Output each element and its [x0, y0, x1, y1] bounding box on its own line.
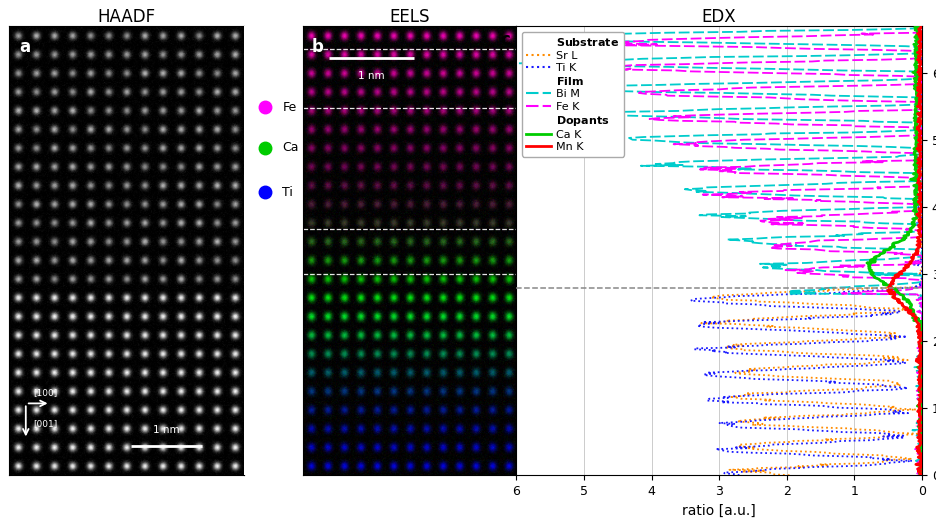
Title: HAADF: HAADF: [97, 8, 155, 26]
Ca K: [916, 472, 928, 478]
Ti K: [914, 256, 926, 262]
Bi M: [870, 205, 881, 211]
X-axis label: ratio [a.u.]: ratio [a.u.]: [682, 504, 756, 517]
Ti K: [916, 34, 928, 40]
Mn K: [916, 104, 928, 110]
Text: [001]: [001]: [33, 419, 57, 428]
Fe K: [916, 205, 928, 211]
Line: Sr L: Sr L: [701, 26, 922, 475]
Mn K: [916, 205, 928, 211]
Ti K: [916, 259, 928, 265]
Ti K: [914, 104, 926, 110]
Line: Ti K: Ti K: [691, 26, 922, 475]
Text: substrate: substrate: [526, 353, 536, 400]
Bi M: [786, 104, 797, 110]
Fe K: [916, 472, 928, 478]
Title: EDX: EDX: [702, 8, 737, 26]
Bi M: [879, 256, 890, 262]
Ca K: [870, 259, 881, 265]
Line: Mn K: Mn K: [887, 26, 922, 475]
Text: b: b: [312, 37, 323, 55]
Text: Ti: Ti: [283, 186, 293, 199]
Mn K: [914, 229, 925, 235]
Text: 1 nm: 1 nm: [154, 425, 180, 435]
Legend: $\bf{Substrate}$, Sr L, Ti K, $\bf{Film}$, Bi M, Fe K, $\bf{Dopants}$, Ca K, Mn : $\bf{Substrate}$, Sr L, Ti K, $\bf{Film}…: [522, 32, 624, 157]
Ca K: [914, 23, 925, 30]
Text: 5: 5: [520, 120, 528, 130]
Text: 6: 6: [520, 44, 528, 54]
Text: c: c: [500, 31, 510, 49]
Bi M: [916, 472, 928, 478]
Sr L: [783, 472, 795, 478]
Ti K: [916, 23, 928, 30]
Bi M: [815, 259, 826, 265]
Fe K: [916, 256, 928, 262]
Line: Ca K: Ca K: [867, 26, 922, 475]
Ca K: [909, 34, 920, 40]
Text: [100]: [100]: [33, 388, 57, 397]
Sr L: [916, 34, 928, 40]
Text: thin film: thin film: [526, 132, 536, 172]
Ca K: [901, 229, 913, 235]
Text: 1 nm: 1 nm: [358, 71, 385, 81]
Fe K: [916, 229, 928, 235]
Fe K: [916, 23, 928, 30]
Ti K: [916, 229, 928, 235]
Bi M: [893, 229, 904, 235]
Text: 3: 3: [520, 268, 528, 278]
Sr L: [916, 104, 928, 110]
Bi M: [916, 23, 928, 30]
Ti K: [734, 472, 745, 478]
Sr L: [915, 256, 927, 262]
Text: a: a: [19, 37, 30, 55]
Line: Fe K: Fe K: [610, 26, 922, 475]
Fe K: [899, 259, 911, 265]
Mn K: [907, 256, 918, 262]
Sr L: [916, 259, 928, 265]
Ca K: [910, 205, 921, 211]
Sr L: [916, 229, 928, 235]
Bi M: [522, 34, 534, 40]
Ca K: [867, 256, 878, 262]
Sr L: [916, 23, 928, 30]
Ca K: [911, 104, 922, 110]
Sr L: [916, 205, 928, 211]
Ti K: [916, 205, 928, 211]
Line: Bi M: Bi M: [519, 26, 922, 475]
Text: Ca: Ca: [283, 141, 299, 154]
Text: Fe: Fe: [283, 101, 297, 114]
Mn K: [914, 34, 925, 40]
Text: 4: 4: [520, 192, 528, 202]
Mn K: [904, 259, 915, 265]
Mn K: [916, 23, 928, 30]
Fe K: [742, 34, 753, 40]
Title: EELS: EELS: [389, 8, 430, 26]
Fe K: [916, 104, 928, 110]
Mn K: [914, 472, 926, 478]
